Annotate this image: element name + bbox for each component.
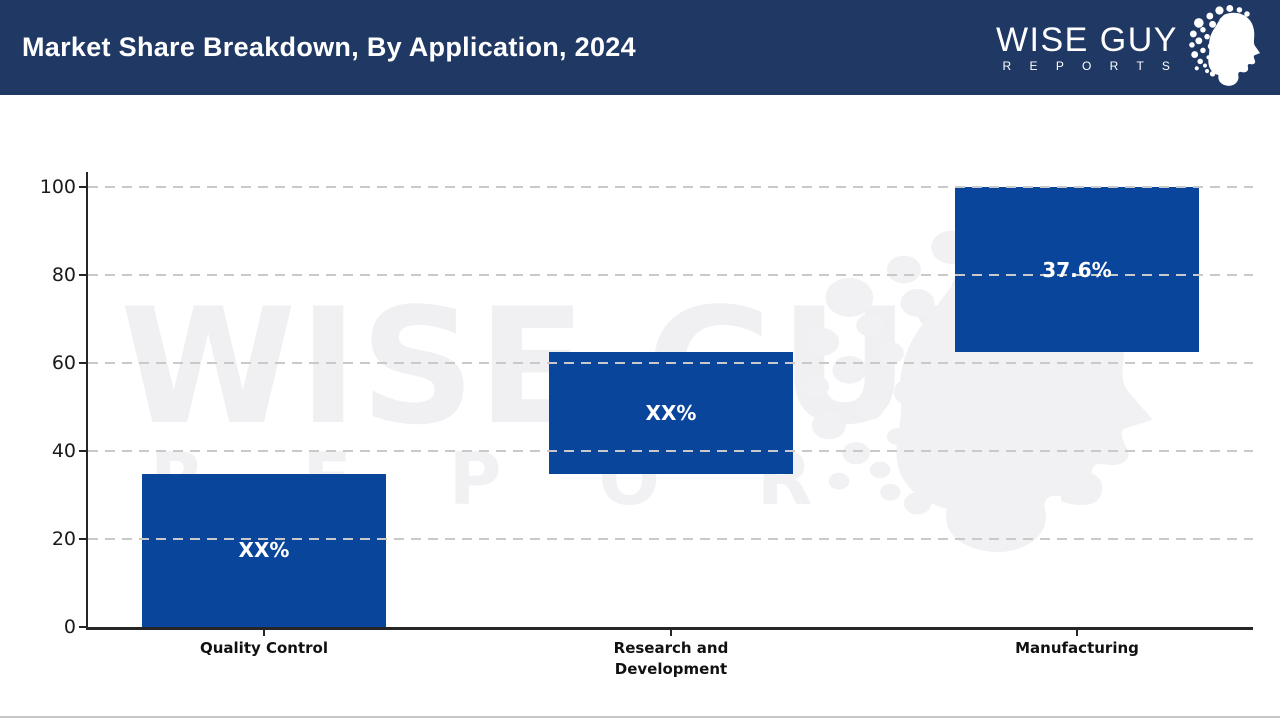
- x-tick-1: [670, 630, 672, 636]
- bar-value-label-2: 37.6%: [1042, 257, 1112, 282]
- bar-value-label-0: XX%: [238, 538, 290, 563]
- y-tick-label-0: 0: [63, 616, 76, 638]
- x-tick-2: [1076, 630, 1078, 636]
- y-tick-label-100: 100: [39, 176, 76, 198]
- bottom-border: [0, 716, 1280, 718]
- y-tick-label-40: 40: [51, 440, 76, 462]
- bar-1: [549, 352, 793, 474]
- gridline-20: [88, 538, 1253, 540]
- y-tick-label-60: 60: [51, 352, 76, 374]
- gridline-60: [88, 362, 1253, 364]
- y-tick-20: [79, 538, 86, 540]
- logo-text: WISE GUY R E P O R T S: [995, 20, 1178, 74]
- bar-2: [955, 187, 1199, 353]
- x-category-label-0: Quality Control: [199, 639, 328, 657]
- y-tick-label-80: 80: [51, 264, 76, 286]
- logo-wordmark: WISE GUY: [995, 20, 1178, 59]
- y-tick-0: [79, 626, 86, 628]
- y-tick-label-20: 20: [51, 528, 76, 550]
- chart-title: Market Share Breakdown, By Application, …: [22, 32, 636, 62]
- y-axis-line: [86, 172, 88, 629]
- x-tick-0: [263, 630, 265, 636]
- y-tick-60: [79, 362, 86, 364]
- gridline-40: [88, 450, 1253, 452]
- y-tick-40: [79, 450, 86, 452]
- chart-area: WISE GUY R E P O R T S 020406080100XX%XX…: [0, 95, 1280, 720]
- y-tick-80: [79, 274, 86, 276]
- logo-subtitle: R E P O R T S: [1002, 59, 1178, 74]
- x-category-label-2: Manufacturing: [1015, 639, 1139, 657]
- x-category-label-1: Research and Development: [613, 639, 729, 678]
- bar-0: [142, 473, 386, 627]
- plot: 0 20 40 60 80 100 XX% XX% 37.6% Quality Control Re…: [0, 95, 1280, 720]
- x-axis-line: [86, 627, 1253, 630]
- y-tick-100: [79, 186, 86, 188]
- wiseguy-head-icon: [1189, 5, 1261, 86]
- bar-value-label-1: XX%: [645, 401, 697, 426]
- gridline-80: [88, 274, 1253, 276]
- gridline-100: [88, 186, 1253, 188]
- wiseguy-logo: WISE GUY R E P O R T S: [996, 4, 1268, 92]
- header-bar: Market Share Breakdown, By Application, …: [0, 0, 1280, 95]
